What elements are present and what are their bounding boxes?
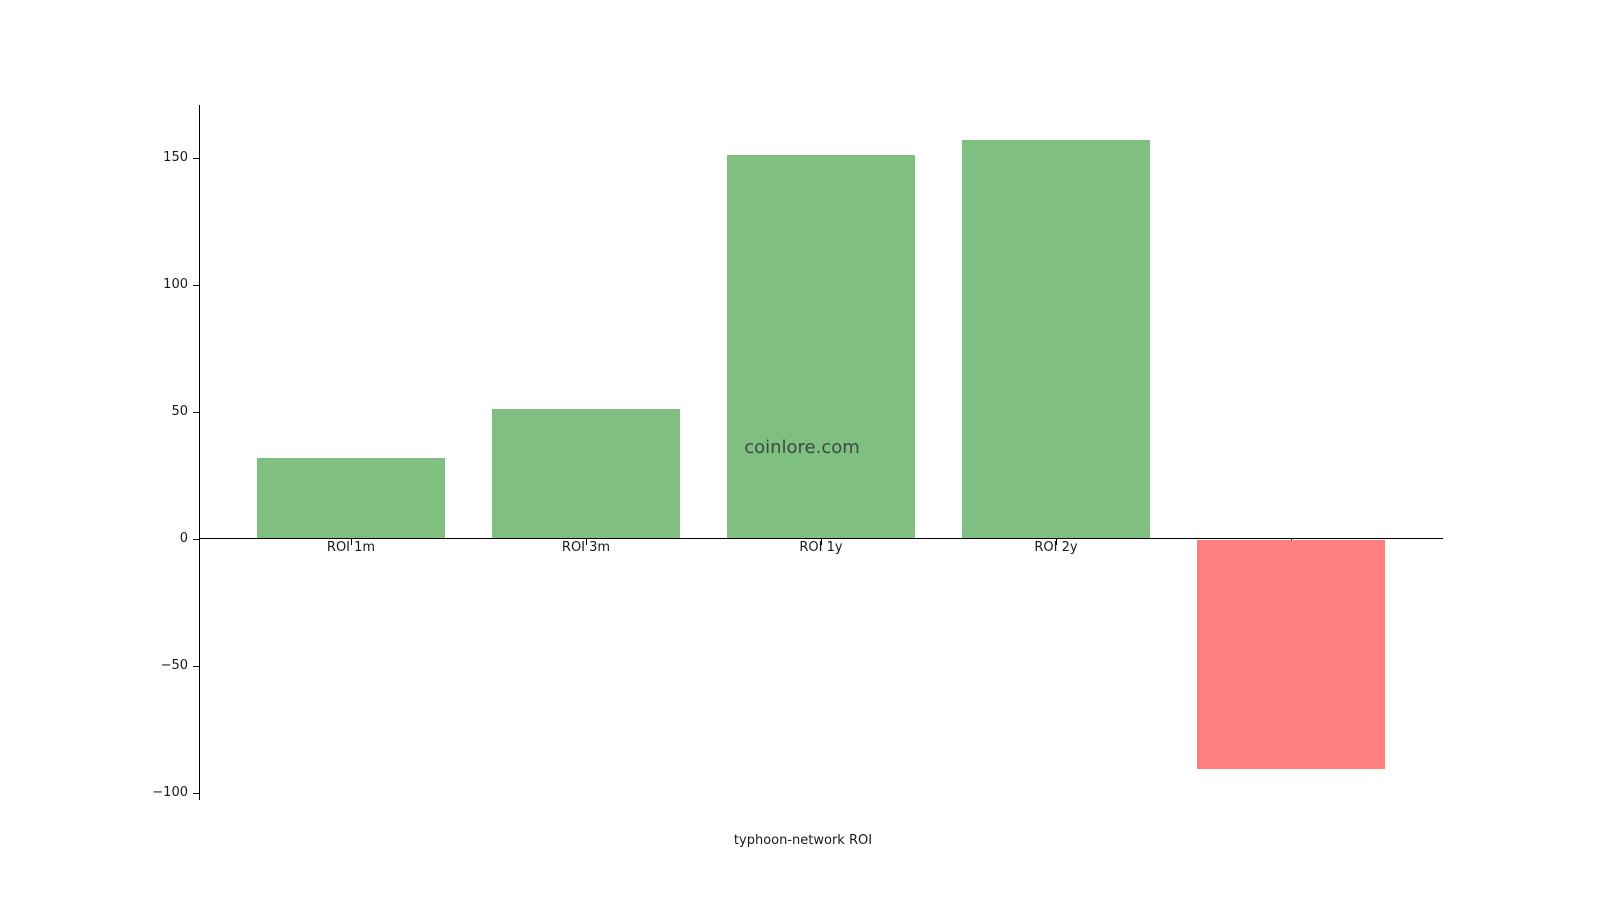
bar-roi-1y [727,155,915,539]
y-tick-label-150: 150 [163,150,188,165]
y-tick-label-−50: −50 [160,658,188,673]
x-tick-label-roi-1m: ROI 1m [326,540,376,555]
x-tick-mark [1056,539,1057,545]
bar-roi-3m [492,409,680,539]
y-tick-mark [193,158,199,159]
bar-roi-2y [962,140,1150,539]
y-tick-mark [193,285,199,286]
x-tick-label-roi-3m: ROI 3m [561,540,611,555]
bar-roi-1m [257,457,445,539]
y-tick-label-−100: −100 [152,785,188,800]
y-axis-spine [199,105,200,800]
y-tick-label-0: 0 [179,531,188,546]
y-tick-mark [193,412,199,413]
y-tick-label-100: 100 [163,277,188,292]
y-tick-label-50: 50 [171,404,188,419]
y-tick-mark [193,666,199,667]
x-tick-label-roi-2y: ROI 2y [1034,540,1078,555]
x-tick-mark [351,539,352,545]
x-axis-zero-line [199,538,1443,539]
y-tick-mark [193,539,199,540]
chart-title: typhoon-network ROI [733,833,873,848]
x-tick-mark [821,539,822,545]
watermark-text: coinlore.com [744,437,860,458]
bar-unlabeled-5 [1197,540,1385,769]
y-tick-mark [193,793,199,794]
x-tick-label-roi-1y: ROI 1y [799,540,843,555]
x-tick-mark [586,539,587,545]
